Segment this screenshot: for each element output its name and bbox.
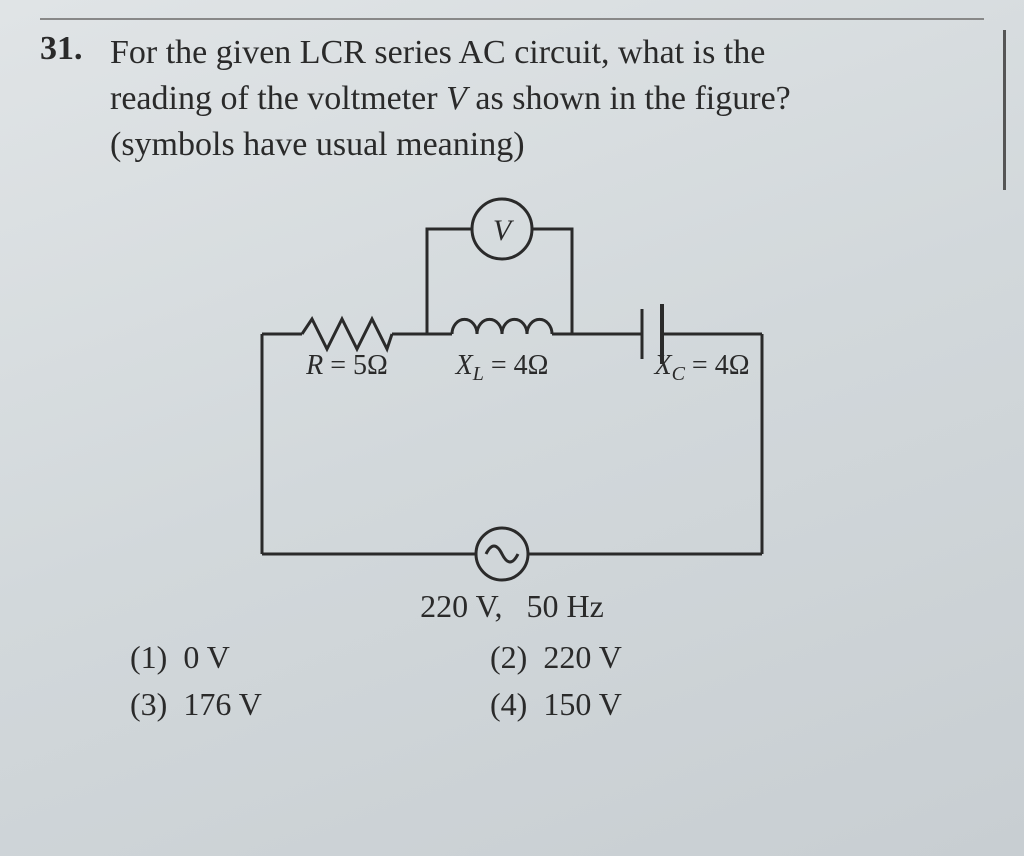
option-4[interactable]: (4) 150 V xyxy=(490,686,850,723)
source-voltage: 220 V, xyxy=(420,588,502,624)
q-line1: For the given LCR series AC circuit, wha… xyxy=(110,34,765,71)
circuit-diagram: V R = 5Ω XL = 4Ω XC = 4Ω xyxy=(40,174,984,594)
inductor-label: XL = 4Ω xyxy=(455,350,549,385)
question-block: 31. For the given LCR series AC circuit,… xyxy=(40,30,984,168)
question-number: 31. xyxy=(40,30,110,68)
option-4-num: (4) xyxy=(490,686,527,722)
capacitor-label: XC = 4Ω xyxy=(653,350,749,385)
q-line2a: reading of the voltmeter xyxy=(110,80,446,117)
option-2-num: (2) xyxy=(490,639,527,675)
option-3-val: 176 V xyxy=(183,686,262,722)
circuit-svg: V R = 5Ω XL = 4Ω XC = 4Ω xyxy=(202,174,822,594)
top-rule xyxy=(40,18,984,20)
option-4-val: 150 V xyxy=(543,686,622,722)
option-1-val: 0 V xyxy=(183,639,230,675)
option-1[interactable]: (1) 0 V xyxy=(130,639,490,676)
answer-options: (1) 0 V (2) 220 V (3) 176 V (4) 150 V xyxy=(130,639,984,723)
source-label: 220 V, 50 Hz xyxy=(40,588,984,625)
q-line2b: as shown in the figure? xyxy=(467,80,791,117)
source-frequency: 50 Hz xyxy=(527,588,604,624)
resistor-label: R = 5Ω xyxy=(305,350,388,381)
question-text: For the given LCR series AC circuit, wha… xyxy=(110,30,791,168)
option-3[interactable]: (3) 176 V xyxy=(130,686,490,723)
q-line3: (symbols have usual meaning) xyxy=(110,126,525,163)
right-margin-rule xyxy=(1003,30,1006,190)
option-2[interactable]: (2) 220 V xyxy=(490,639,850,676)
page: 31. For the given LCR series AC circuit,… xyxy=(0,0,1024,856)
option-2-val: 220 V xyxy=(543,639,622,675)
sine-icon xyxy=(486,546,518,562)
option-3-num: (3) xyxy=(130,686,167,722)
circuit-wires xyxy=(262,229,762,554)
option-1-num: (1) xyxy=(130,639,167,675)
voltmeter-label: V xyxy=(493,214,515,247)
q-voltmeter-symbol: V xyxy=(446,80,467,117)
